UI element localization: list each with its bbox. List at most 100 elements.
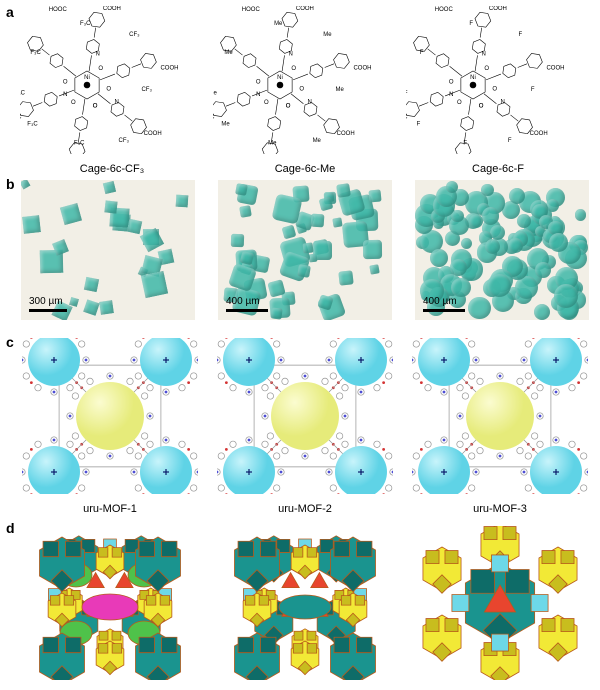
svg-text:N: N xyxy=(307,100,311,106)
crystal-particle xyxy=(487,274,510,297)
svg-text:F: F xyxy=(508,138,512,144)
panel-label-d-text: d xyxy=(6,520,15,536)
svg-text:O: O xyxy=(484,66,489,72)
svg-text:Me: Me xyxy=(313,138,322,144)
crystal-particle xyxy=(482,207,499,224)
crystal-particle xyxy=(517,214,531,228)
crystal-particle xyxy=(230,234,243,247)
scale-bar-label: 300 µm xyxy=(29,296,67,307)
svg-text:O: O xyxy=(479,103,484,109)
svg-text:O: O xyxy=(286,103,291,109)
chem-structure-cell: OOOOOONiHOOCCOOHCOOHCOOHCOOHHOOCFFFFFFFF… xyxy=(406,6,590,174)
crystal-particle xyxy=(235,183,248,196)
svg-text:O: O xyxy=(291,66,296,72)
crystal-particle xyxy=(176,195,189,208)
crystal-particle xyxy=(240,205,253,218)
crystal-particle xyxy=(451,278,471,298)
panel-label-d: d xyxy=(6,520,15,536)
crystal-particle xyxy=(368,190,381,203)
svg-text:F: F xyxy=(469,21,473,27)
svg-text:HOOC: HOOC xyxy=(435,7,454,13)
topology-cell xyxy=(20,526,200,686)
svg-text:O: O xyxy=(98,66,103,72)
crystal-particle xyxy=(99,300,113,314)
svg-text:COOH: COOH xyxy=(337,131,355,137)
chem-caption: Cage-6c-CF₃ xyxy=(80,163,144,175)
micrograph-image: 400 µm xyxy=(415,180,589,320)
svg-text:COOH: COOH xyxy=(103,6,121,12)
crystal-particle xyxy=(105,200,118,213)
svg-text:O: O xyxy=(457,100,462,106)
crystal-particle xyxy=(508,238,523,253)
svg-text:Me: Me xyxy=(268,140,277,146)
crystal-particle xyxy=(84,276,99,291)
svg-text:F: F xyxy=(420,50,424,56)
svg-text:O: O xyxy=(492,86,497,92)
topology-diagram xyxy=(217,526,393,685)
crystal-particle xyxy=(311,214,325,228)
crystal-particle xyxy=(332,217,343,228)
topology-diagram xyxy=(22,526,198,685)
mof-caption: uru-MOF-1 xyxy=(83,503,137,515)
row-a-chemical-structures: OOOOOONiHOOCCOOHCOOHCOOHCOOHHOOCF₃CCF₃CF… xyxy=(20,6,590,174)
svg-text:CF₃: CF₃ xyxy=(129,32,140,38)
crystal-particle xyxy=(339,270,355,286)
crystal-particle xyxy=(271,308,284,320)
svg-text:CF₃: CF₃ xyxy=(119,138,130,144)
crystal-particle xyxy=(282,224,297,239)
topology-cell xyxy=(215,526,395,686)
crystal-particle xyxy=(336,183,351,198)
scale-bar: 300 µm xyxy=(29,296,67,312)
svg-text:N: N xyxy=(95,51,99,57)
crystal-particle xyxy=(313,241,333,261)
mof-structure-cell: uru-MOF-2 xyxy=(215,338,395,518)
svg-text:COOH: COOH xyxy=(353,66,371,72)
micrograph-image: 300 µm xyxy=(21,180,195,320)
svg-text:COOH: COOH xyxy=(489,6,507,12)
figure-root: a b c d OOOOOONiHOOCCOOHCOOHCOOHCOOHHOOC… xyxy=(0,0,600,690)
mof-structure-diagram xyxy=(412,338,588,499)
svg-text:N: N xyxy=(481,51,485,57)
svg-text:F₃C: F₃C xyxy=(74,140,85,146)
panel-label-a: a xyxy=(6,4,14,20)
svg-text:Ni: Ni xyxy=(84,75,90,81)
svg-text:Me: Me xyxy=(213,91,218,97)
panel-label-b-text: b xyxy=(6,176,15,192)
mof-caption: uru-MOF-2 xyxy=(278,503,332,515)
svg-text:Me: Me xyxy=(336,87,345,93)
svg-text:N: N xyxy=(288,51,292,57)
scale-bar: 400 µm xyxy=(423,296,465,312)
crystal-particle xyxy=(369,264,379,274)
panel-label-b: b xyxy=(6,176,15,192)
svg-text:F₃C: F₃C xyxy=(30,50,41,56)
svg-text:N: N xyxy=(500,100,504,106)
crystal-particle xyxy=(22,215,41,234)
crystal-particle xyxy=(60,203,83,226)
row-c-mof-structures: uru-MOF-1 uru-MOF-2 uru-MOF-3 xyxy=(20,338,590,518)
svg-text:COOH: COOH xyxy=(530,131,548,137)
topology-diagram xyxy=(412,526,588,685)
chem-structure-me: OOOOOONiHOOCCOOHCOOHCOOHCOOHHOOCMeMeMeMe… xyxy=(213,6,397,159)
crystal-particle xyxy=(490,225,505,240)
svg-text:N: N xyxy=(449,92,453,98)
crystal-particle xyxy=(302,243,313,254)
panel-label-a-text: a xyxy=(6,4,14,20)
svg-text:O: O xyxy=(449,80,454,86)
svg-text:Me: Me xyxy=(221,122,230,128)
mof-caption: uru-MOF-3 xyxy=(473,503,527,515)
row-b-micrographs: 300 µm 400 µm 400 µm xyxy=(20,180,590,330)
row-d-topology xyxy=(20,526,590,686)
svg-text:F: F xyxy=(406,91,408,97)
svg-text:F₃C: F₃C xyxy=(20,91,26,97)
svg-text:CF₃: CF₃ xyxy=(141,87,152,93)
crystal-particle xyxy=(141,271,168,298)
scale-bar-label: 400 µm xyxy=(226,296,268,307)
svg-text:Me: Me xyxy=(274,21,283,27)
crystal-particle xyxy=(535,262,551,278)
crystal-particle xyxy=(102,181,115,194)
svg-text:N: N xyxy=(63,92,67,98)
panel-label-c: c xyxy=(6,334,14,350)
svg-text:Me: Me xyxy=(224,50,233,56)
scale-bar-line xyxy=(226,309,268,312)
crystal-particle xyxy=(450,259,467,276)
